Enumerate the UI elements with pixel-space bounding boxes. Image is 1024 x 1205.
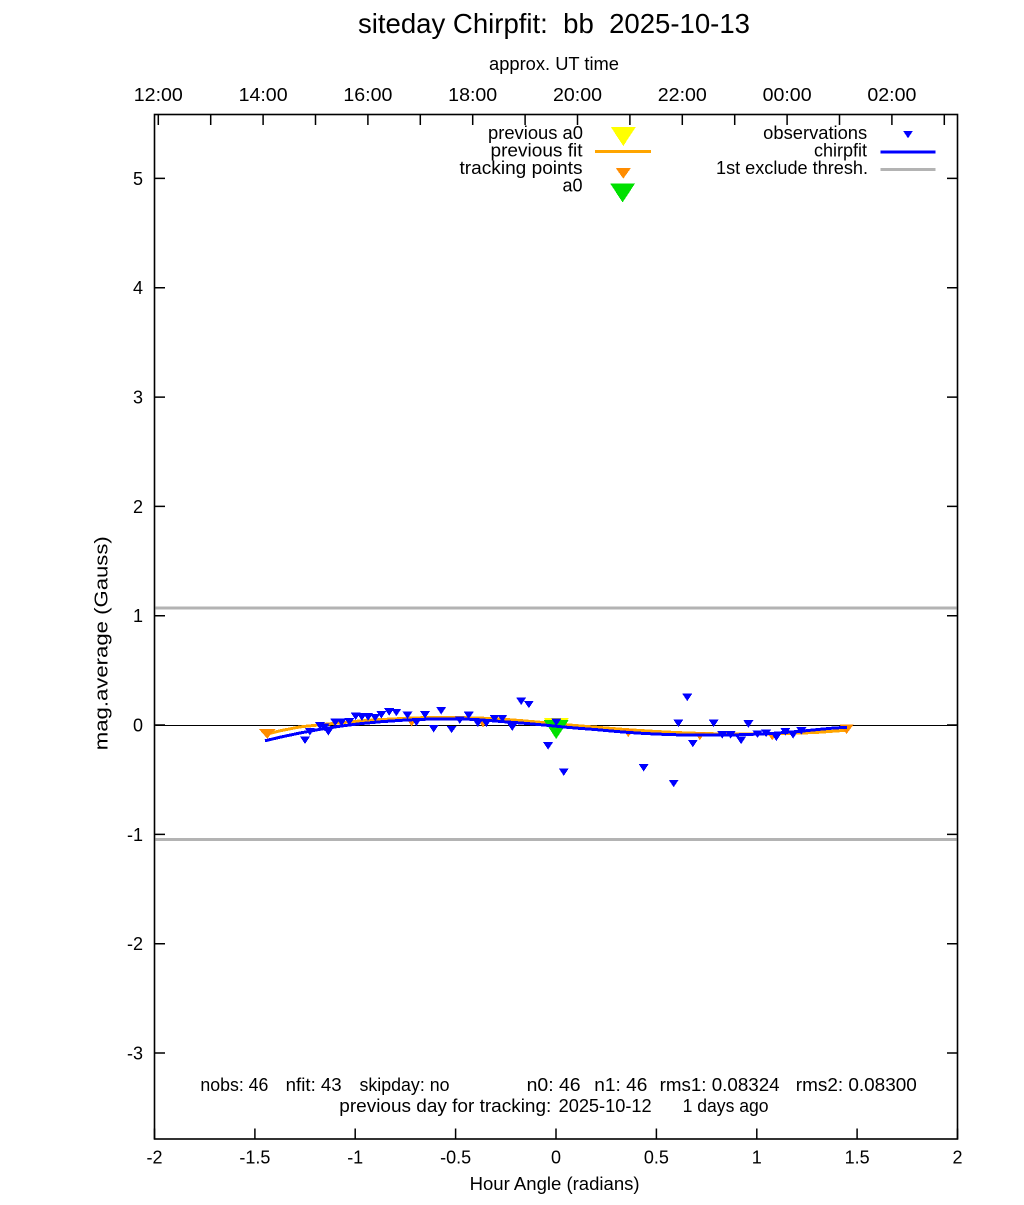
svg-text:1: 1 xyxy=(133,606,143,626)
svg-text:1st exclude thresh.: 1st exclude thresh. xyxy=(716,158,868,178)
svg-text:4: 4 xyxy=(133,278,143,298)
svg-text:2: 2 xyxy=(133,497,143,517)
svg-text:-1: -1 xyxy=(127,825,143,845)
svg-text:-0.5: -0.5 xyxy=(440,1148,471,1168)
svg-text:skipday: no: skipday: no xyxy=(360,1075,450,1095)
svg-text:22:00: 22:00 xyxy=(658,85,707,105)
svg-text:-2: -2 xyxy=(146,1148,162,1168)
svg-text:nfit: 43: nfit: 43 xyxy=(286,1075,342,1095)
svg-text:n0: 46: n0: 46 xyxy=(527,1075,581,1095)
svg-text:tracking points: tracking points xyxy=(460,158,583,178)
svg-text:-3: -3 xyxy=(127,1043,143,1063)
svg-text:n1: 46: n1: 46 xyxy=(594,1075,647,1095)
svg-text:16:00: 16:00 xyxy=(343,85,392,105)
svg-text:3: 3 xyxy=(133,388,143,408)
svg-text:previous fit: previous fit xyxy=(491,141,583,161)
svg-text:14:00: 14:00 xyxy=(239,85,288,105)
svg-text:1: 1 xyxy=(752,1148,762,1168)
svg-text:siteday Chirpfit: bb 2025-10: siteday Chirpfit: bb 2025-10-13 xyxy=(358,8,750,39)
svg-text:previous a0: previous a0 xyxy=(488,123,583,143)
svg-text:1 days ago: 1 days ago xyxy=(683,1096,769,1116)
svg-text:Hour Angle (radians): Hour Angle (radians) xyxy=(470,1174,640,1194)
svg-text:rms2: 0.08300: rms2: 0.08300 xyxy=(796,1075,917,1095)
svg-text:0: 0 xyxy=(551,1148,561,1168)
svg-text:0.5: 0.5 xyxy=(644,1148,669,1168)
svg-text:nobs: 46: nobs: 46 xyxy=(200,1075,268,1095)
svg-text:observations: observations xyxy=(763,123,867,143)
svg-text:12:00: 12:00 xyxy=(134,85,183,105)
svg-text:-1.5: -1.5 xyxy=(239,1148,270,1168)
svg-text:02:00: 02:00 xyxy=(867,85,916,105)
svg-text:2025-10-12: 2025-10-12 xyxy=(559,1096,652,1116)
svg-text:approx. UT time: approx. UT time xyxy=(489,54,619,74)
svg-text:chirpfit: chirpfit xyxy=(814,141,867,161)
svg-text:00:00: 00:00 xyxy=(763,85,812,105)
svg-text:1.5: 1.5 xyxy=(845,1148,870,1168)
svg-text:rms1: 0.08324: rms1: 0.08324 xyxy=(660,1075,780,1095)
svg-text:-1: -1 xyxy=(347,1148,363,1168)
svg-text:2: 2 xyxy=(952,1148,962,1168)
svg-text:5: 5 xyxy=(133,169,143,189)
svg-text:0: 0 xyxy=(133,715,143,735)
svg-text:20:00: 20:00 xyxy=(553,85,602,105)
svg-text:18:00: 18:00 xyxy=(448,85,497,105)
svg-text:mag.average (Gauss): mag.average (Gauss) xyxy=(92,536,112,750)
svg-text:a0: a0 xyxy=(562,176,582,196)
svg-text:previous day for tracking:: previous day for tracking: xyxy=(339,1096,551,1116)
svg-text:-2: -2 xyxy=(127,934,143,954)
